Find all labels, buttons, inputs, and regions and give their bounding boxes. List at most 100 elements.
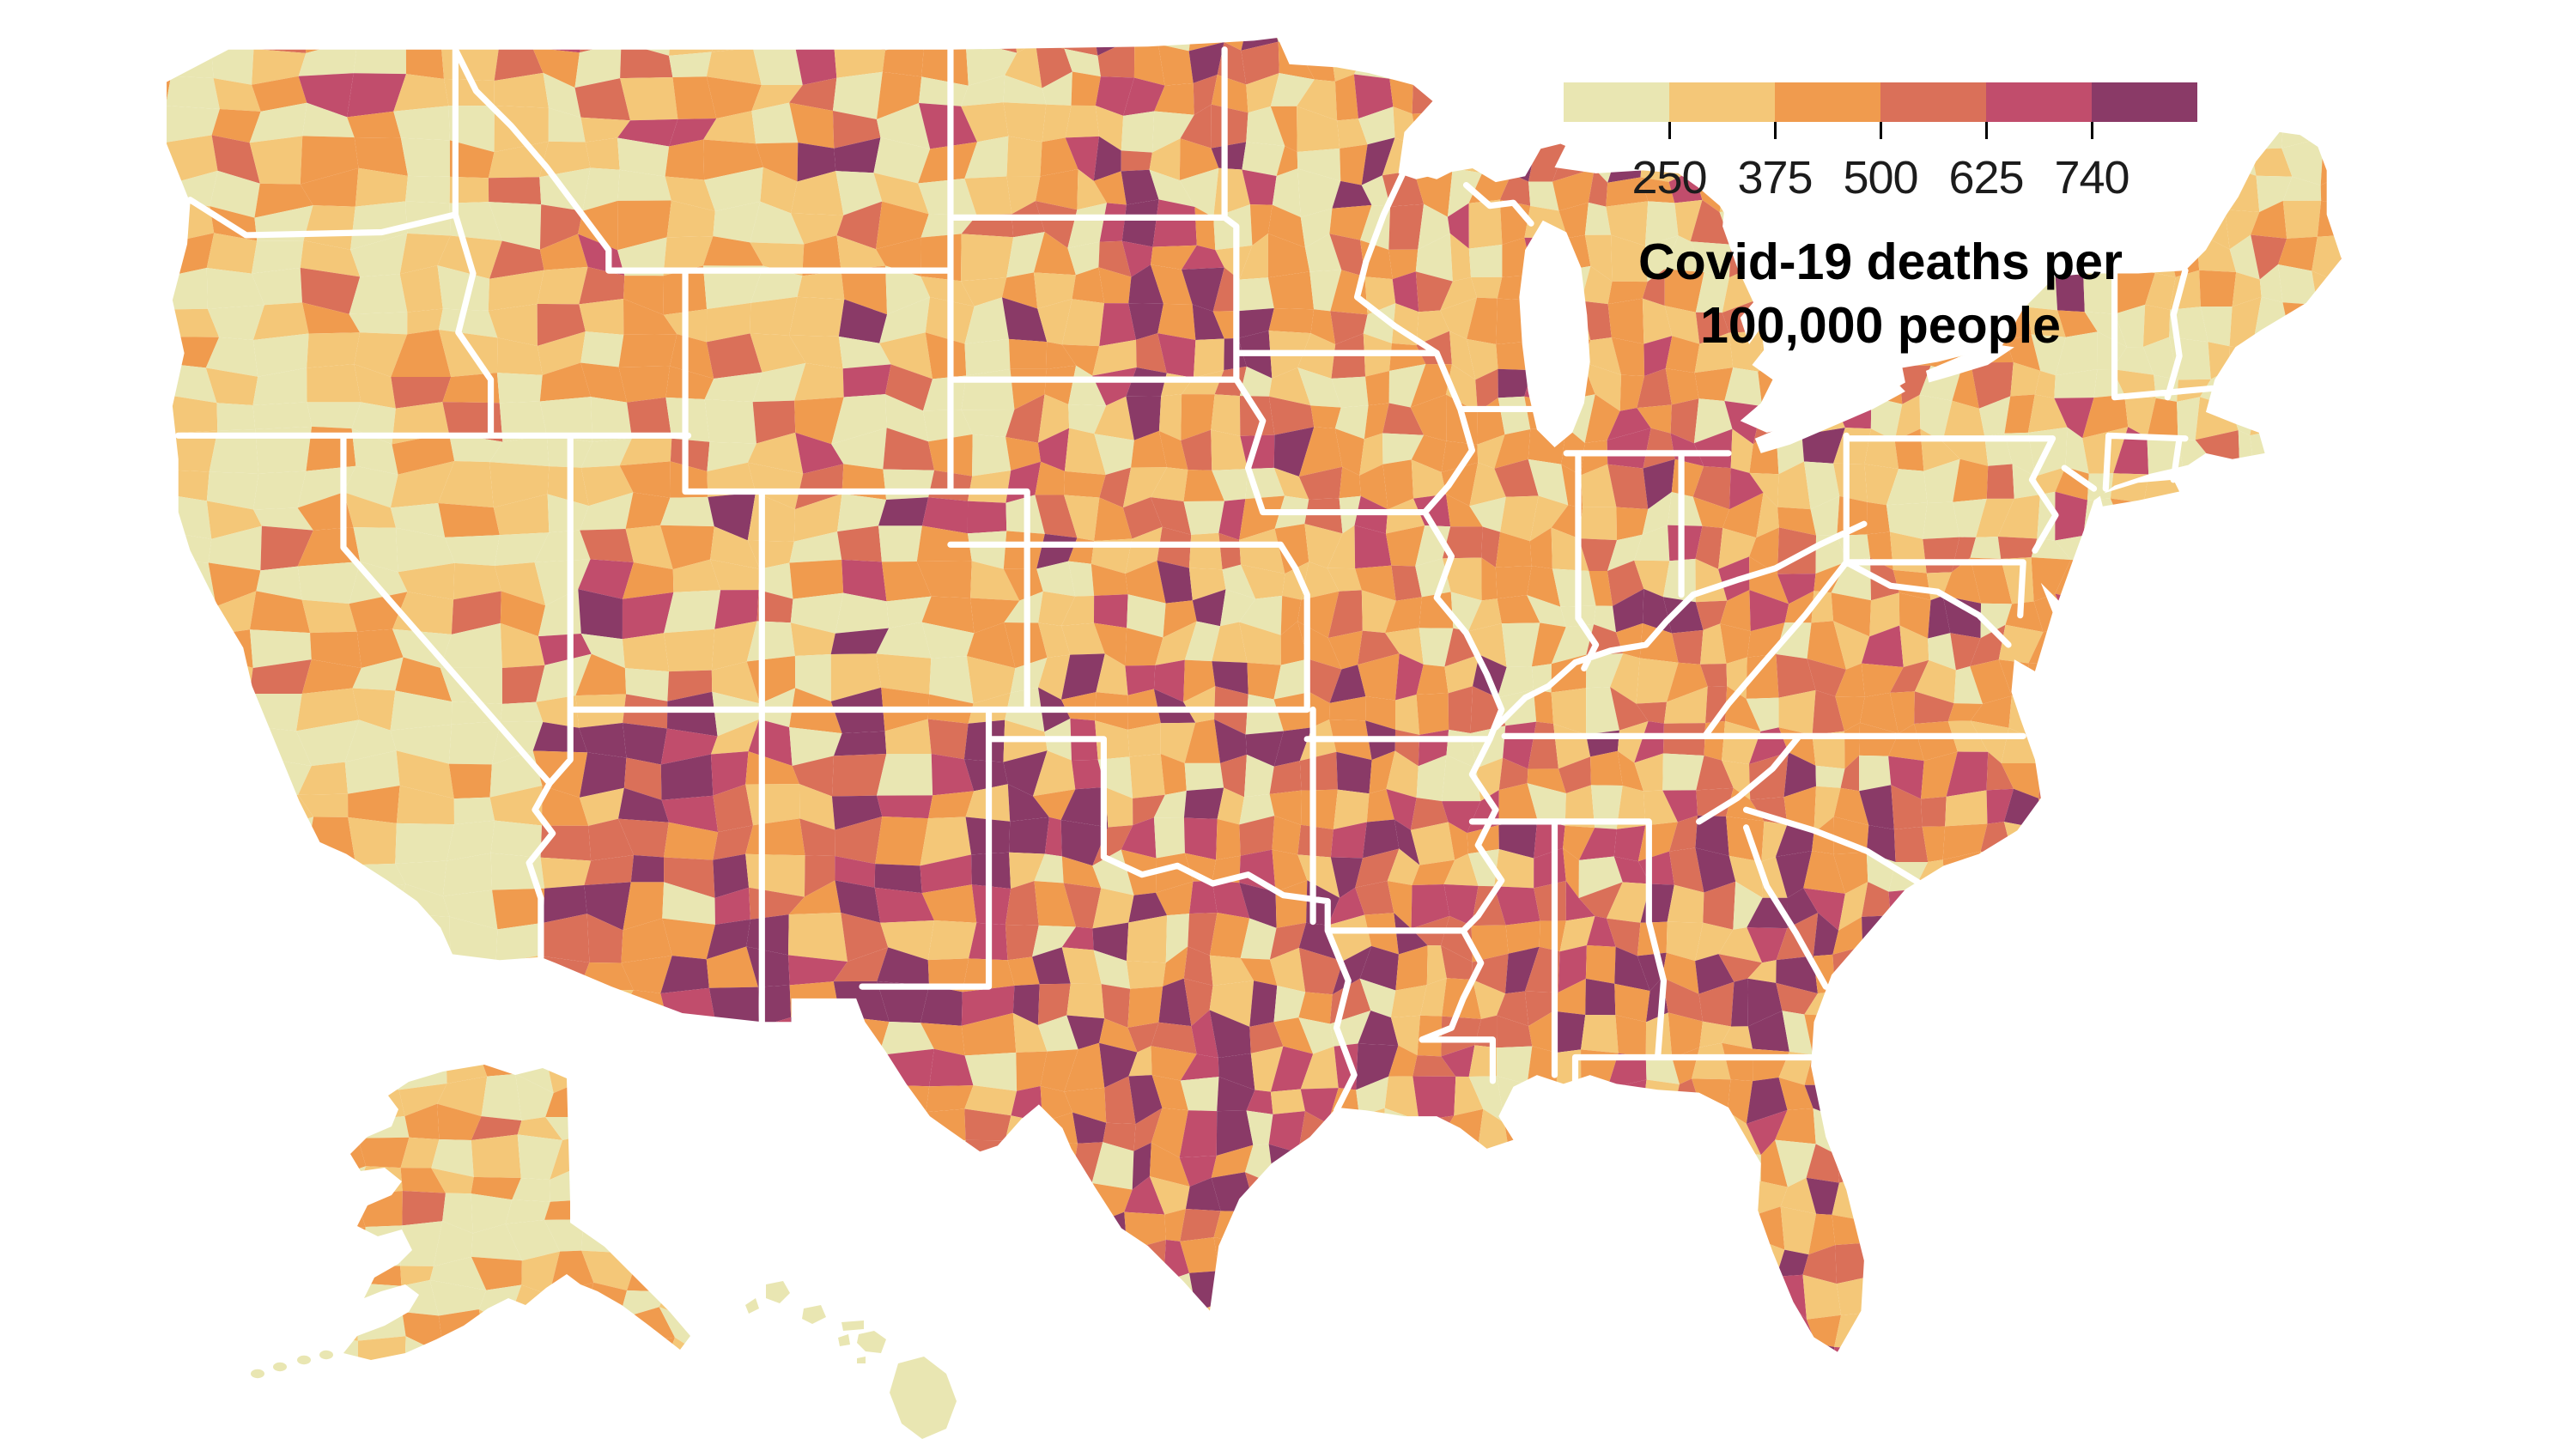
county-cell [837,525,882,562]
county-cell [1390,985,1427,1018]
legend-tick-label: 500 [1843,152,1918,203]
county-cell [1042,104,1072,143]
county-cell [1007,956,1040,986]
county-cell [792,1209,841,1252]
legend-title-line2: 100,000 people [1700,297,2061,354]
county-cell [252,367,307,406]
county-cell [1060,786,1109,828]
county-cell [1272,816,1302,855]
county-cell [1664,306,1700,344]
county-cell [2281,102,2324,149]
county-cell [110,430,167,471]
county-cell [1914,1369,1955,1408]
county-cell [2010,1239,2038,1273]
county-cell [2061,962,2090,996]
county-cell [2027,394,2068,433]
county-cell [618,787,669,823]
county-cell [2005,601,2044,633]
county-cell [1094,497,1133,541]
county-cell [2201,858,2224,896]
niihau-island [745,1298,759,1314]
county-cell [619,461,671,498]
county-cell [1183,501,1225,535]
county-cell [2282,920,2316,950]
county-cell [617,137,670,177]
county-cell [1447,167,1483,217]
county-cell [307,402,361,429]
county-cell [1246,1090,1273,1114]
county-cell [963,719,1005,762]
county-cell [2207,915,2233,963]
county-cell [1552,1373,1593,1415]
county-cell [1125,560,1166,604]
county-cell [2311,790,2340,833]
county-cell [440,622,502,668]
county-cell [1158,978,1192,1027]
county-cell [402,1190,446,1226]
county-cell [543,72,581,118]
county-cell [1607,1053,1647,1089]
county-cell [2069,816,2094,858]
county-cell [2335,297,2342,339]
county-cell [619,1376,678,1416]
county-cell [1495,566,1532,599]
legend-swatch [2092,82,2197,122]
county-cell [2262,1335,2287,1352]
county-cell [113,1308,167,1349]
county-cell [1888,889,1929,930]
county-cell [1832,916,1863,955]
county-cell [2061,985,2096,1027]
county-cell [354,1083,405,1120]
county-cell [1956,1308,1981,1343]
county-cell [357,1336,406,1360]
county-cell [167,1145,205,1181]
county-cell [2222,848,2268,889]
county-cell [1643,336,1673,377]
county-cell [2088,952,2123,996]
county-cell [831,754,887,797]
county-cell [2178,440,2212,474]
county-cell [1833,853,1868,894]
county-cell [797,1116,836,1144]
county-cell [1454,1076,1484,1116]
county-cell [2055,38,2099,52]
county-cell [2259,264,2283,303]
county-cell [167,49,172,77]
county-cell [1589,570,1613,606]
county-cell [1103,1122,1136,1151]
county-cell [343,1195,366,1230]
county-cell [1298,427,1343,477]
county-cell [349,274,408,314]
county-cell [576,1084,635,1125]
county-cell [2111,265,2155,314]
county-cell [588,1077,631,1119]
county-cell [1060,653,1105,700]
county-cell [2174,625,2209,670]
county-cell [2031,334,2066,376]
county-cell [1899,365,1931,404]
county-cell [1718,527,1757,569]
county-cell [167,724,219,762]
county-cell [300,167,359,207]
county-cell [1469,462,1506,507]
county-cell [1036,561,1076,597]
county-cell [2089,1079,2128,1118]
county-cell [2343,1112,2379,1157]
county-cell [2254,949,2294,989]
county-cell [1529,1213,1564,1252]
county-cell [1976,914,2013,960]
county-cell [2252,979,2294,1026]
county-cell [752,47,803,86]
county-cell [2199,42,2237,88]
legend-tick-label: 740 [2054,152,2129,203]
county-cell [794,397,844,445]
county-cell [1529,495,1569,542]
county-cell [1439,38,1479,52]
county-cell [2309,1175,2342,1211]
county-cell [1418,203,1450,250]
county-cell [624,1337,675,1360]
county-cell [713,825,754,860]
county-cell [2087,1342,2118,1352]
county-cell [1914,885,1946,930]
county-cell [2291,595,2314,628]
